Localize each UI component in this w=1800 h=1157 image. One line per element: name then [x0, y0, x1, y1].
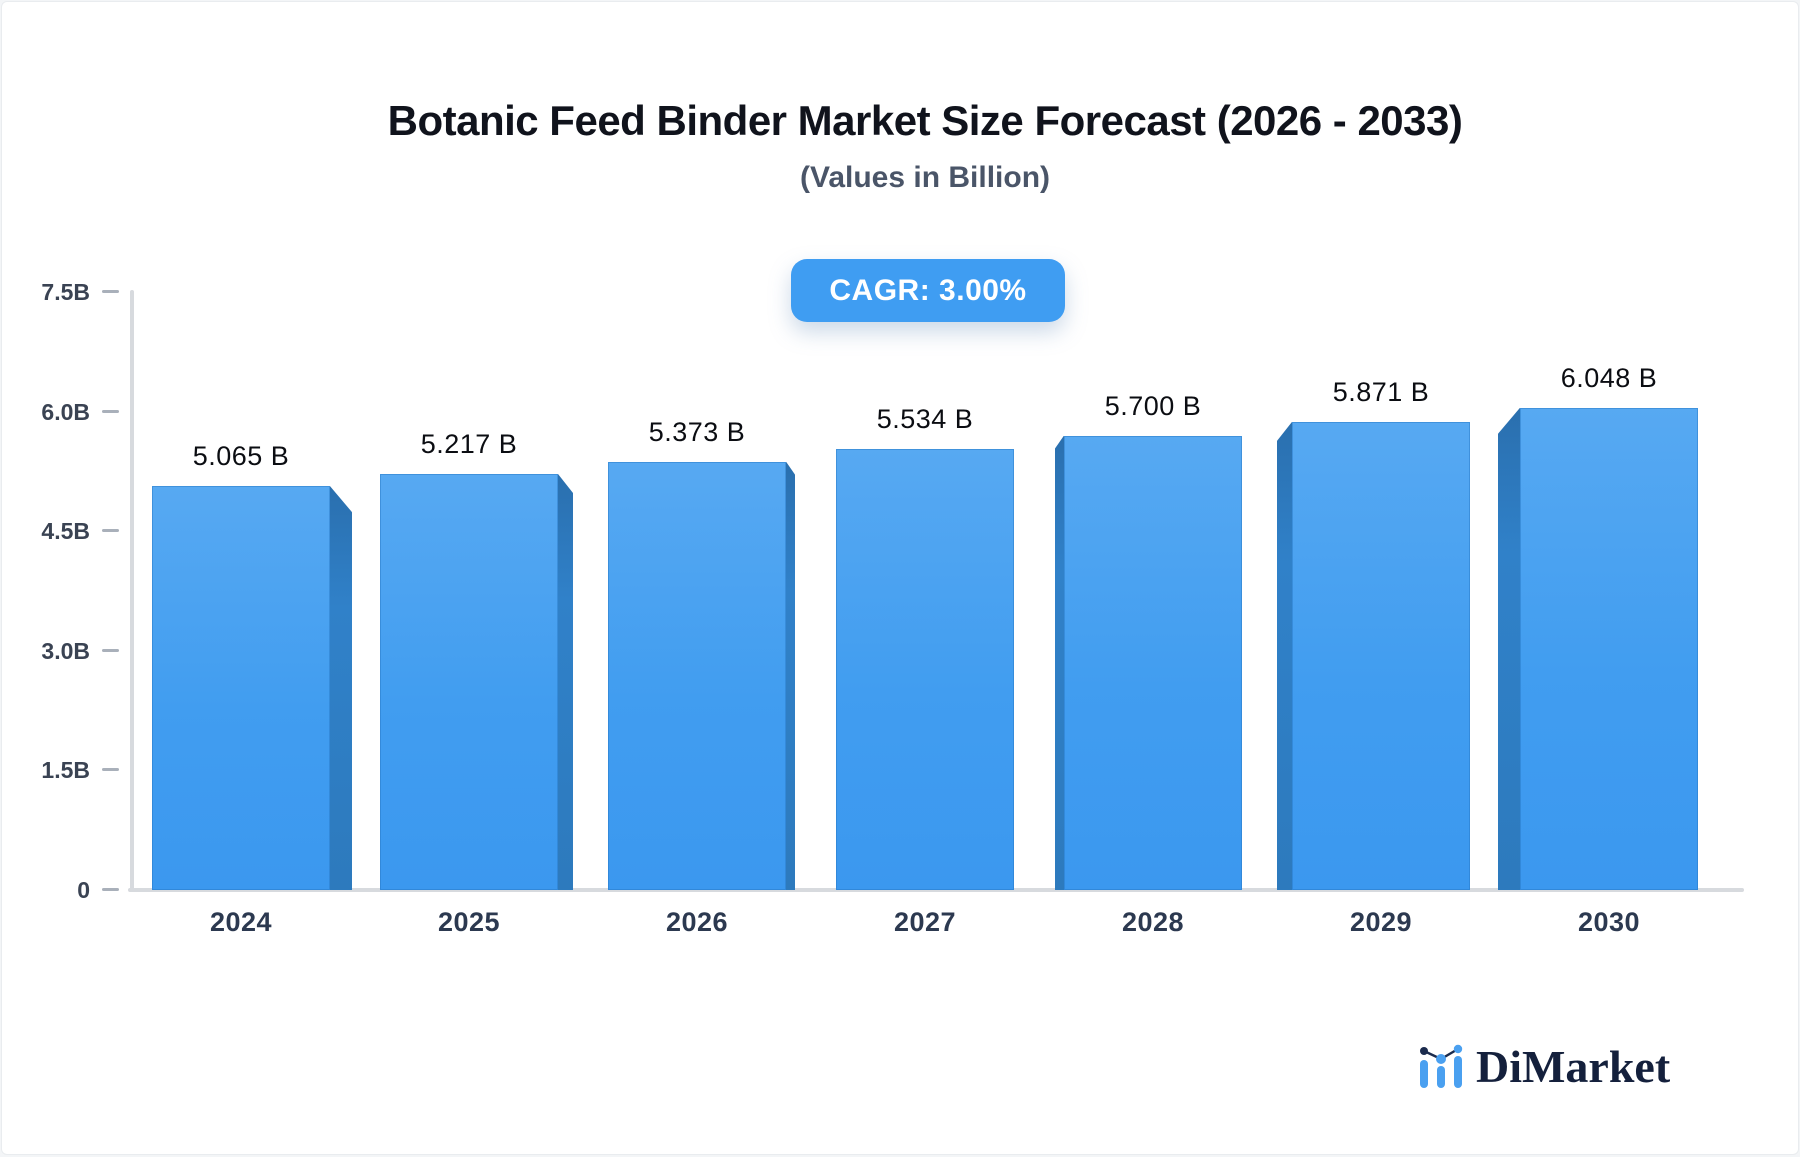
bar-3d-side-2026 [786, 461, 795, 890]
bar-2024 [152, 486, 330, 890]
chart-title: Botanic Feed Binder Market Size Forecast… [387, 97, 1463, 144]
bar-value-label-2028: 5.700 B [1104, 390, 1202, 421]
bar-3d-side-2028 [1055, 435, 1064, 890]
y-axis-tick-mark [102, 290, 119, 293]
x-axis-label-2026: 2026 [665, 907, 729, 937]
bar-value-label-2027: 5.534 B [876, 403, 974, 434]
mini-bar-chart-with-trend-dots-icon [1420, 1044, 1463, 1088]
x-axis-baseline [128, 888, 1744, 892]
y-axis-tick-label: 0 [77, 877, 90, 903]
bar-3d-side-2025 [558, 474, 573, 890]
bar-value-label-2026: 5.373 B [648, 416, 746, 447]
bar-value-label-2030: 6.048 B [1560, 362, 1658, 393]
y-axis-tick-mark [102, 888, 119, 891]
bar-3d-side-2024 [330, 486, 352, 890]
x-axis-label-2027: 2027 [893, 907, 957, 937]
x-axis-label-2030: 2030 [1577, 907, 1641, 937]
y-axis-line [130, 290, 134, 892]
y-axis-tick-label: 3.0B [41, 637, 90, 664]
x-axis-label-2024: 2024 [209, 907, 273, 937]
bar-value-label-2029: 5.871 B [1332, 376, 1430, 407]
dimarket-logo: DiMarket [1418, 1040, 1670, 1094]
y-axis-tick-label: 4.5B [41, 518, 90, 545]
logo-text: DiMarket [1476, 1041, 1671, 1092]
bar-2027 [836, 448, 1014, 890]
bar-3d-side-2030 [1498, 407, 1520, 890]
bar-3d-side-2029 [1277, 421, 1292, 890]
x-axis-label-2028: 2028 [1121, 907, 1185, 937]
chart-header: Botanic Feed Binder Market Size Forecast… [52, 2, 1798, 195]
bar-2029 [1292, 421, 1470, 890]
y-axis-tick-mark [102, 409, 119, 413]
y-axis-tick-label: 1.5B [41, 757, 90, 784]
y-axis-tick-mark [102, 529, 119, 533]
bar-2026 [608, 461, 786, 890]
bar-2030 [1520, 407, 1698, 890]
bar-2025 [380, 474, 558, 890]
y-axis-tick-label: 6.0B [41, 398, 90, 425]
bar-value-label-2024: 5.065 B [192, 441, 290, 472]
x-axis-label-2029: 2029 [1349, 907, 1413, 937]
y-axis-tick-label: 7.5B [41, 279, 90, 305]
cagr-badge: CAGR: 3.00% [791, 259, 1065, 322]
y-axis-tick-mark [102, 648, 119, 652]
y-axis-tick-mark [102, 768, 119, 772]
chart-subtitle: (Values in Billion) [799, 161, 1051, 194]
bar-2028 [1064, 435, 1242, 890]
bar-value-label-2025: 5.217 B [420, 429, 518, 460]
x-axis-label-2025: 2025 [437, 907, 501, 937]
